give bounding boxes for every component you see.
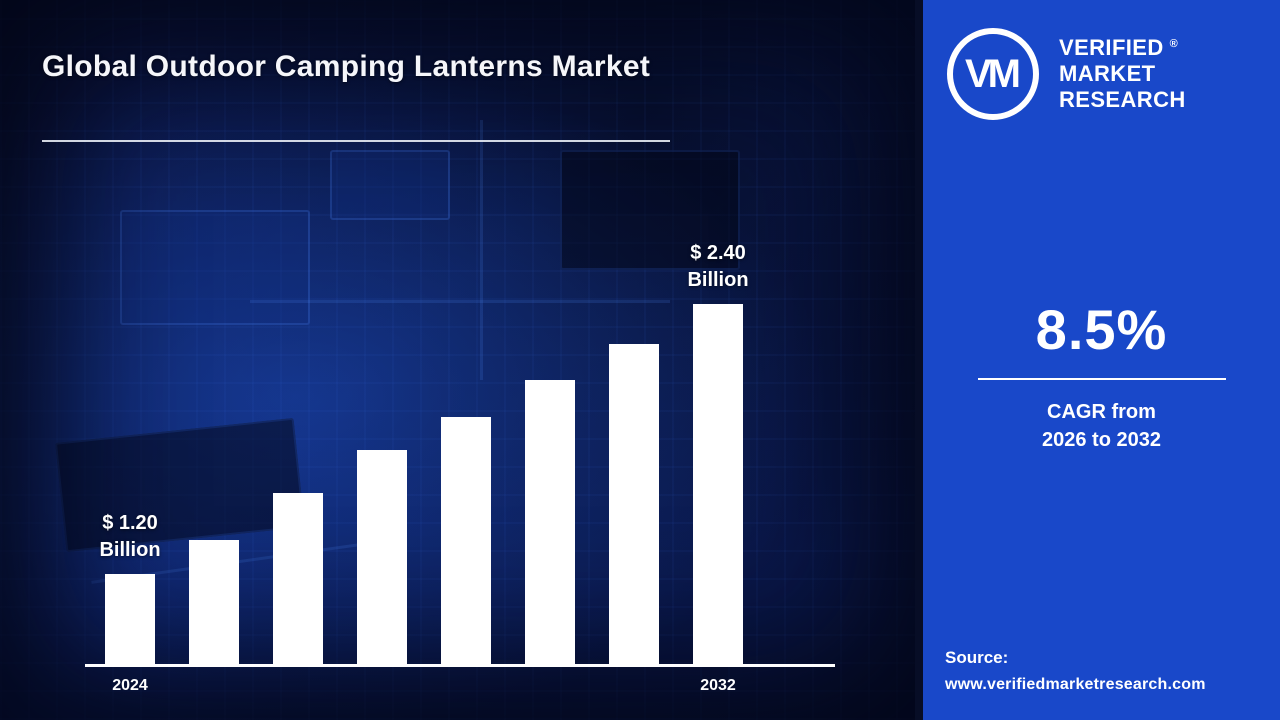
bar-rect bbox=[273, 493, 323, 664]
bar-series-5 bbox=[525, 380, 575, 664]
brand-name: VERIFIED ® MARKET RESEARCH bbox=[1059, 35, 1186, 113]
bar-series-3 bbox=[357, 450, 407, 664]
bar-rect bbox=[441, 417, 491, 664]
cagr-caption-line-1: CAGR from bbox=[1047, 401, 1156, 423]
bar-rect bbox=[105, 574, 155, 664]
vmr-logo-icon: VM bbox=[947, 28, 1039, 120]
chart-section: Global Outdoor Camping Lanterns Market $… bbox=[0, 0, 922, 720]
brand-logo: VM VERIFIED ® MARKET RESEARCH bbox=[947, 28, 1268, 120]
bar-series-4 bbox=[441, 417, 491, 664]
cagr-block: 8.5% CAGR from 2026 to 2032 bbox=[923, 297, 1280, 454]
circuit-decoration bbox=[330, 150, 450, 220]
bar-value-label: $ 1.20 Billion bbox=[99, 512, 161, 561]
bar-value-label: $ 2.40 Billion bbox=[687, 242, 749, 291]
x-axis-tick-label: 2032 bbox=[700, 677, 736, 694]
cagr-caption-line-2: 2026 to 2032 bbox=[1042, 429, 1161, 451]
circuit-decoration bbox=[560, 150, 740, 270]
registered-mark: ® bbox=[1169, 37, 1179, 50]
brand-line-3: RESEARCH bbox=[1059, 86, 1186, 112]
brand-line-2: MARKET bbox=[1059, 61, 1156, 87]
circuit-decoration bbox=[250, 300, 670, 303]
x-axis-tick-label: 2024 bbox=[112, 677, 148, 694]
bar-rect bbox=[693, 304, 743, 664]
bar-2024: $ 1.20 Billion 2024 bbox=[99, 512, 160, 694]
title-underline bbox=[42, 140, 670, 142]
cagr-caption: CAGR from 2026 to 2032 bbox=[923, 398, 1280, 454]
source-block: Source: www.verifiedmarketresearch.com bbox=[945, 648, 1206, 694]
page-title: Global Outdoor Camping Lanterns Market bbox=[42, 50, 651, 83]
source-label: Source: bbox=[945, 648, 1009, 667]
circuit-decoration bbox=[120, 210, 310, 325]
cagr-underline bbox=[977, 378, 1226, 380]
cagr-value: 8.5% bbox=[1035, 298, 1168, 361]
bar-rect bbox=[525, 380, 575, 664]
circuit-decoration bbox=[480, 120, 483, 380]
bar-rect bbox=[189, 540, 239, 664]
bar-2032: $ 2.40 Billion 2032 bbox=[687, 242, 748, 694]
bar-series-2 bbox=[273, 493, 323, 664]
source-url: www.verifiedmarketresearch.com bbox=[945, 676, 1206, 693]
info-panel: VM VERIFIED ® MARKET RESEARCH 8.5% CAGR f… bbox=[915, 0, 1280, 720]
bar-rect bbox=[609, 344, 659, 664]
x-axis-line bbox=[85, 664, 835, 667]
bar-rect bbox=[357, 450, 407, 664]
vmr-monogram: VM bbox=[965, 51, 1021, 96]
bar-series-6 bbox=[609, 344, 659, 664]
bar-series-1 bbox=[189, 540, 239, 664]
brand-line-1: VERIFIED bbox=[1059, 35, 1164, 61]
bar-chart-bars: $ 1.20 Billion 2024 $ 2.40 Billion 2032 bbox=[99, 242, 748, 694]
